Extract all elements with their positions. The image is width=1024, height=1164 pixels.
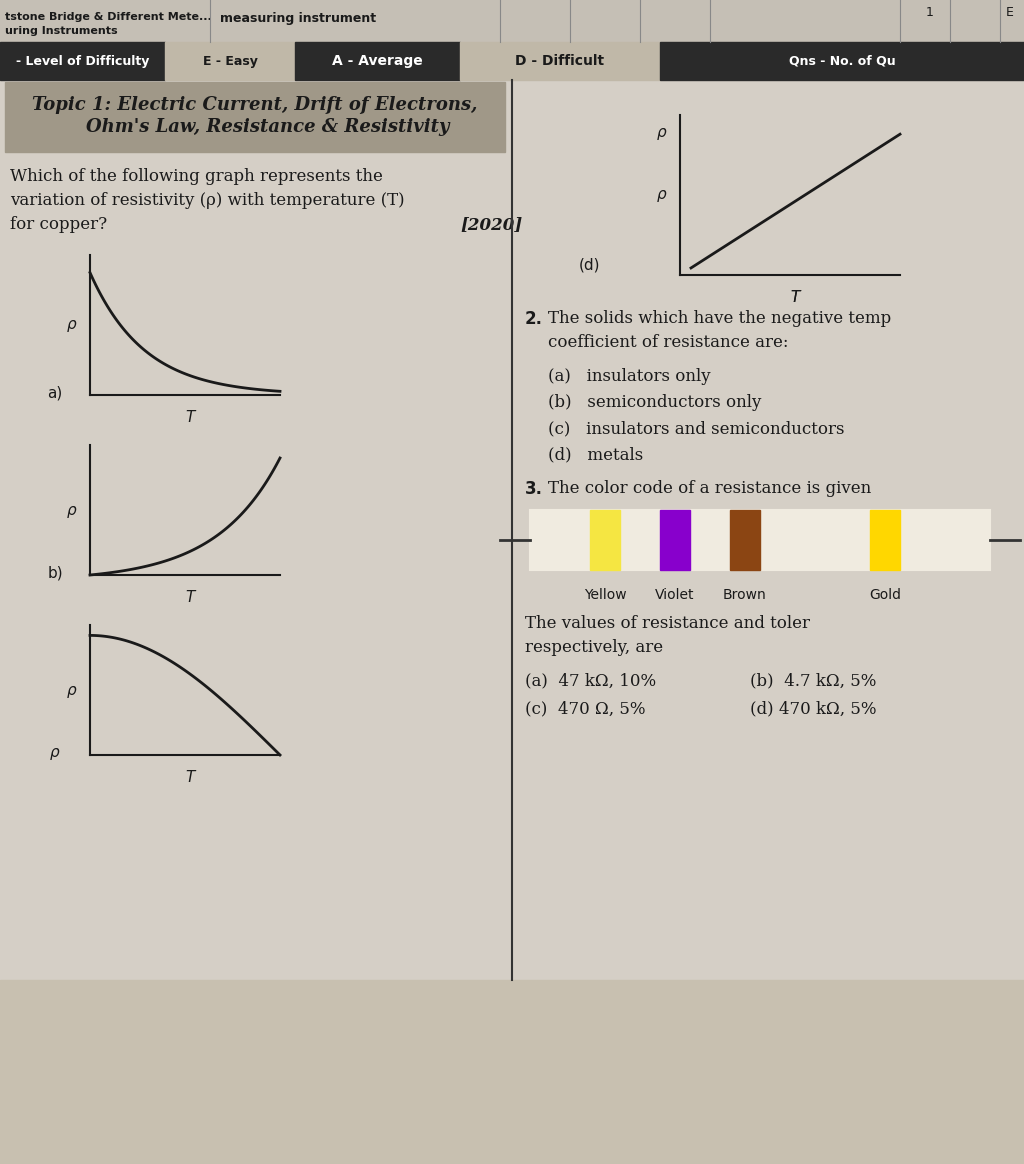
Bar	[460, 42, 660, 80]
Text: b): b)	[47, 565, 62, 580]
Text: ρ: ρ	[68, 682, 77, 697]
Text: E - Easy: E - Easy	[203, 55, 257, 68]
Bar	[660, 42, 1024, 80]
Text: T: T	[185, 590, 195, 605]
Text: tstone Bridge & Different Mete...: tstone Bridge & Different Mete...	[5, 12, 212, 22]
Text: 2.: 2.	[525, 310, 543, 328]
Text: The solids which have the negative temp: The solids which have the negative temp	[548, 310, 891, 327]
Text: [2020]: [2020]	[460, 217, 522, 233]
Text: (b)  4.7 kΩ, 5%: (b) 4.7 kΩ, 5%	[750, 672, 877, 689]
Text: a): a)	[47, 385, 62, 400]
Text: ρ: ρ	[657, 187, 667, 203]
Bar	[870, 510, 900, 570]
Text: T: T	[791, 290, 800, 305]
Text: variation of resistivity (ρ) with temperature (T): variation of resistivity (ρ) with temper…	[10, 192, 404, 210]
Text: Brown: Brown	[723, 588, 767, 602]
Text: (b)   semiconductors only: (b) semiconductors only	[548, 393, 762, 411]
Text: (d): (d)	[580, 257, 601, 272]
Bar	[0, 980, 1024, 1164]
Text: 1: 1	[926, 6, 934, 19]
Bar	[5, 81, 505, 152]
Text: T: T	[791, 290, 800, 305]
Text: Ohm's Law, Resistance & Resistivity: Ohm's Law, Resistance & Resistivity	[60, 118, 450, 136]
Text: respectively, are: respectively, are	[525, 639, 664, 656]
Bar	[660, 510, 690, 570]
Text: uring Instruments: uring Instruments	[5, 26, 118, 36]
Bar	[165, 42, 295, 80]
Bar	[295, 42, 460, 80]
Text: ρ: ρ	[50, 745, 59, 760]
Text: The color code of a resistance is given: The color code of a resistance is given	[548, 480, 871, 497]
Text: (d)   metals: (d) metals	[548, 446, 643, 463]
Text: T: T	[185, 410, 195, 425]
Text: Violet: Violet	[655, 588, 694, 602]
Text: D - Difficult: D - Difficult	[515, 54, 604, 68]
Text: ρ: ρ	[68, 318, 77, 333]
Text: ρ: ρ	[68, 503, 77, 518]
Text: for copper?: for copper?	[10, 217, 108, 233]
Text: (c)  470 Ω, 5%: (c) 470 Ω, 5%	[525, 700, 645, 717]
Text: Topic 1: Electric Current, Drift of Electrons,: Topic 1: Electric Current, Drift of Elec…	[33, 95, 477, 114]
Text: Yellow: Yellow	[584, 588, 627, 602]
Bar	[0, 0, 1024, 42]
Text: (c)   insulators and semiconductors: (c) insulators and semiconductors	[548, 420, 845, 436]
Text: E: E	[1006, 6, 1014, 19]
Bar	[0, 42, 165, 80]
Text: coefficient of resistance are:: coefficient of resistance are:	[548, 334, 788, 352]
Bar	[590, 510, 620, 570]
Text: 3.: 3.	[525, 480, 543, 498]
Text: (a)   insulators only: (a) insulators only	[548, 368, 711, 385]
Text: Which of the following graph represents the: Which of the following graph represents …	[10, 168, 383, 185]
Text: (a)  47 kΩ, 10%: (a) 47 kΩ, 10%	[525, 672, 656, 689]
Text: A - Average: A - Average	[332, 54, 422, 68]
Text: Qns - No. of Qu: Qns - No. of Qu	[788, 55, 895, 68]
Text: (d) 470 kΩ, 5%: (d) 470 kΩ, 5%	[750, 700, 877, 717]
Bar	[530, 510, 990, 570]
Text: - Level of Difficulty: - Level of Difficulty	[16, 55, 150, 68]
Text: The values of resistance and toler: The values of resistance and toler	[525, 615, 810, 632]
Text: measuring instrument: measuring instrument	[220, 12, 376, 24]
Text: ρ: ρ	[657, 125, 667, 140]
Text: Gold: Gold	[869, 588, 901, 602]
Text: T: T	[185, 771, 195, 785]
Bar	[730, 510, 760, 570]
